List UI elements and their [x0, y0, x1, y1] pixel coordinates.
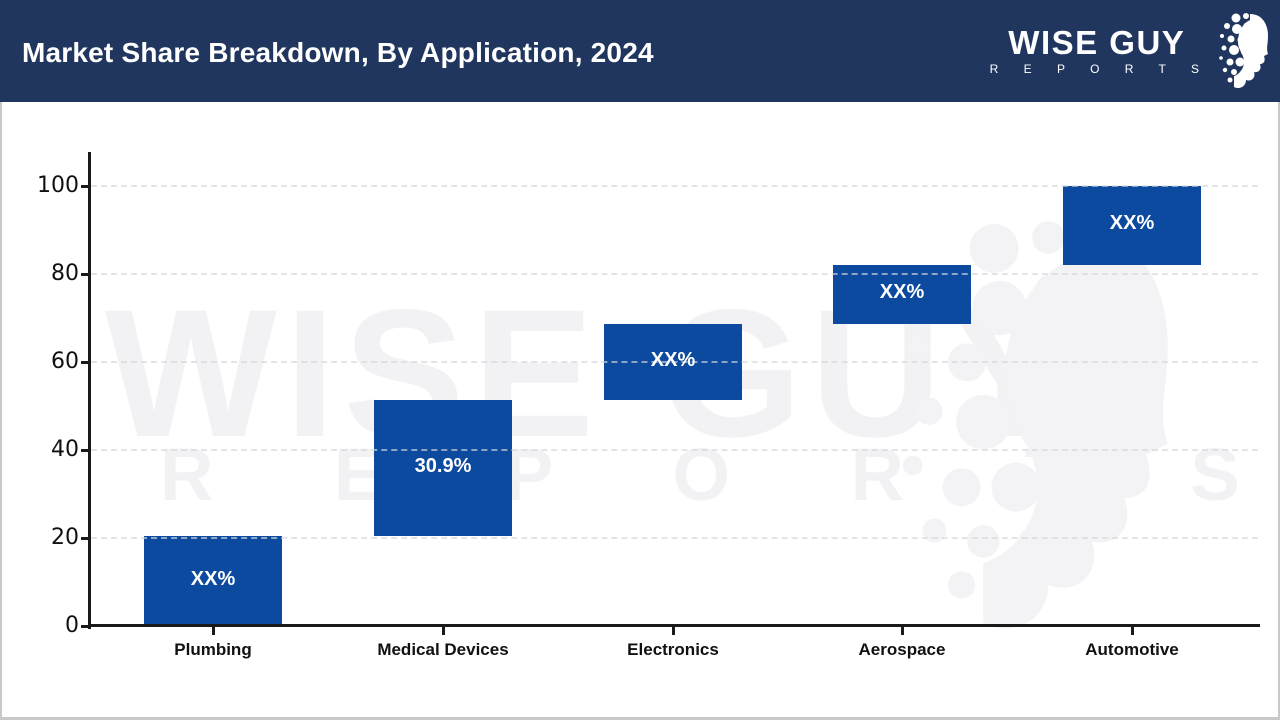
logo-subtitle: R E P O R T S [989, 62, 1210, 77]
y-tick-mark [81, 449, 89, 452]
category-label-2: Medical Devices [377, 640, 509, 659]
y-tick-mark [81, 185, 89, 188]
x-tick-mark [212, 627, 215, 635]
gridline-80 [91, 273, 1258, 275]
bar-value-label: XX% [190, 567, 236, 590]
y-tick-mark [81, 273, 89, 276]
x-tick-mark [1131, 627, 1134, 635]
x-axis-line [88, 624, 1260, 627]
logo-wordmark: WISE GUY [1008, 23, 1186, 61]
bar-value-label: XX% [879, 281, 925, 304]
x-tick-mark [901, 627, 904, 635]
y-tick-label: 0 [65, 613, 79, 638]
y-tick-mark [81, 625, 89, 628]
category-label-4: Aerospace [858, 640, 946, 659]
y-tick-label: 100 [37, 173, 79, 198]
category-label-5: Automotive [1085, 640, 1179, 659]
bar-value-label: XX% [650, 349, 696, 371]
gridline-100 [91, 185, 1258, 187]
y-tick-mark [81, 537, 89, 540]
page-title: Market Share Breakdown, By Application, … [22, 37, 654, 68]
bar-value-label: XX% [1109, 212, 1155, 235]
gridline-40 [91, 449, 1258, 451]
bar-medical-devices [374, 399, 512, 536]
bar-value-label: 30.9% [414, 454, 472, 477]
header-bar: Market Share Breakdown, By Application, … [0, 0, 1280, 102]
y-axis-line [88, 152, 91, 629]
y-tick-label: 20 [51, 525, 79, 550]
gridline-60 [91, 361, 1258, 363]
logo-text: WISE GUY R E P O R T S [984, 23, 1210, 77]
y-tick-label: 60 [51, 349, 79, 374]
bar-automotive [1063, 186, 1201, 265]
dotted-face-icon [1219, 13, 1268, 89]
gridline-20 [91, 537, 1258, 539]
y-tick-label: 40 [51, 437, 79, 462]
bar-plumbing [144, 535, 282, 626]
category-label-3: Electronics [627, 640, 719, 659]
x-tick-mark [442, 627, 445, 635]
wise-guy-logo: WISE GUY R E P O R T S [984, 8, 1270, 94]
category-label-1: Plumbing [174, 640, 252, 659]
y-tick-label: 80 [51, 261, 79, 286]
y-tick-mark [81, 361, 89, 364]
x-tick-mark [672, 627, 675, 635]
